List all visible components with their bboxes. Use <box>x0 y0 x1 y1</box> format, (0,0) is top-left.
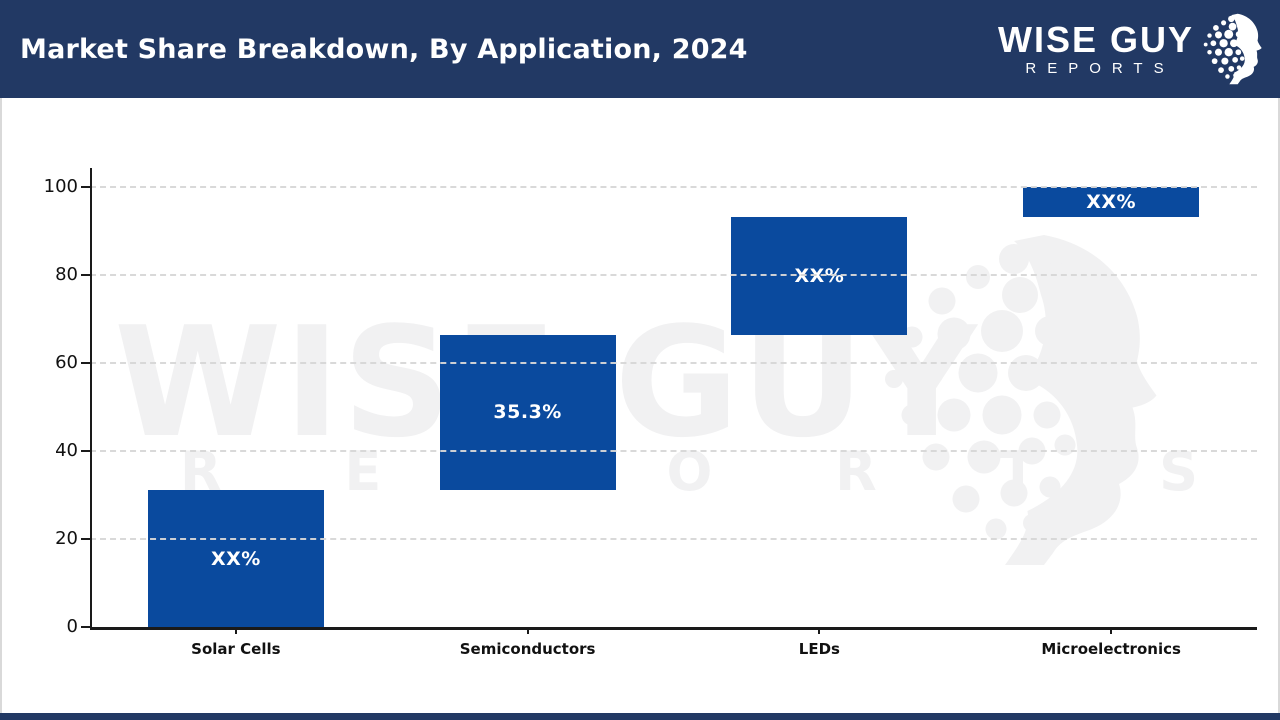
x-axis-category-label: Solar Cells <box>191 640 281 658</box>
gridline-20 <box>90 538 1257 540</box>
brand-logo-text: WISE GUY REPORTS <box>997 18 1194 78</box>
gridline-40 <box>90 450 1257 452</box>
chart-title: Market Share Breakdown, By Application, … <box>20 33 748 65</box>
bar-value-label: XX% <box>210 547 261 570</box>
bar-semiconductors: 35.3% <box>439 334 616 491</box>
y-tick-mark <box>81 362 90 364</box>
x-axis-category-label: LEDs <box>798 640 840 658</box>
y-axis-line <box>90 168 92 630</box>
header: Market Share Breakdown, By Application, … <box>0 0 1280 98</box>
bar-value-label: XX% <box>1086 190 1137 213</box>
bar-value-label: 35.3% <box>493 401 562 424</box>
y-tick-mark <box>81 186 90 188</box>
y-axis-tick-label: 40 <box>55 440 78 461</box>
x-tick-mark <box>818 627 821 634</box>
y-axis-tick-label: 0 <box>66 616 78 637</box>
gridline-60 <box>90 362 1257 364</box>
x-axis-line <box>90 627 1257 630</box>
brand-name: WISE GUY <box>997 18 1194 60</box>
y-axis-tick-label: 100 <box>43 176 78 197</box>
x-axis-category-label: Microelectronics <box>1041 640 1181 658</box>
y-axis-tick-label: 60 <box>55 352 78 373</box>
brand-logo: WISE GUY REPORTS <box>998 12 1262 86</box>
footer-accent-bar <box>0 713 1280 720</box>
x-tick-mark <box>234 627 237 634</box>
gridline-100 <box>90 186 1257 188</box>
brand-subname: REPORTS <box>1025 60 1175 78</box>
y-tick-mark <box>81 626 90 628</box>
x-tick-mark <box>1110 627 1113 634</box>
y-tick-mark <box>81 450 90 452</box>
gridline-80 <box>90 274 1257 276</box>
y-tick-mark <box>81 538 90 540</box>
y-tick-mark <box>81 274 90 276</box>
x-axis-category-label: Semiconductors <box>459 640 596 658</box>
bar-solar-cells: XX% <box>147 490 324 627</box>
x-tick-mark <box>526 627 529 634</box>
y-axis-tick-label: 20 <box>55 528 78 549</box>
y-axis-tick-label: 80 <box>55 264 78 285</box>
dotted-head-profile-icon <box>1198 12 1262 86</box>
bar-microelectronics: XX% <box>1023 187 1200 217</box>
